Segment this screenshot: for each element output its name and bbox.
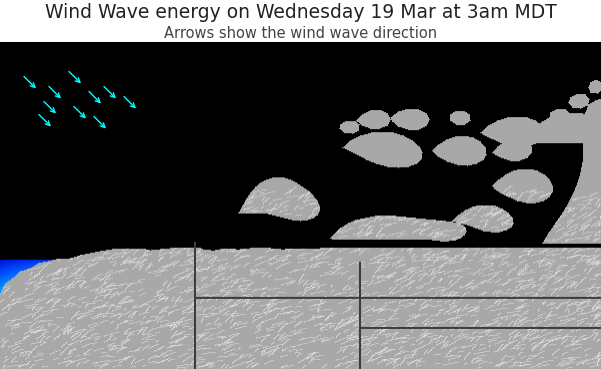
Text: Arrows show the wind wave direction: Arrows show the wind wave direction (164, 25, 437, 41)
Text: Wind Wave energy on Wednesday 19 Mar at 3am MDT: Wind Wave energy on Wednesday 19 Mar at … (44, 3, 557, 22)
